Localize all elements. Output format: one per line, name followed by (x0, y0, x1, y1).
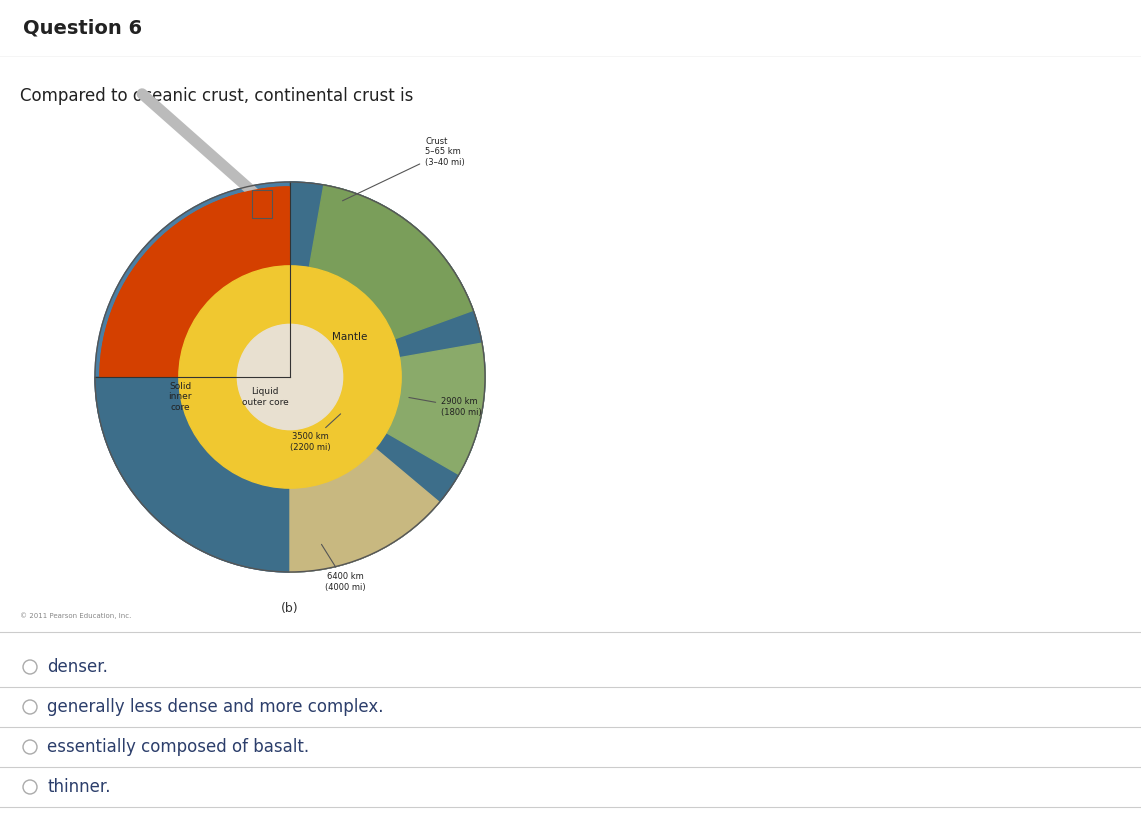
Text: thinner.: thinner. (47, 778, 111, 796)
Wedge shape (95, 182, 485, 572)
Text: 3500 km
(2200 mi): 3500 km (2200 mi) (290, 414, 341, 452)
Circle shape (179, 266, 402, 488)
Text: 2900 km
(1800 mi): 2900 km (1800 mi) (408, 397, 482, 417)
Text: Crust
5–65 km
(3–40 mi): Crust 5–65 km (3–40 mi) (342, 137, 464, 201)
Bar (252, 190, 272, 218)
Text: denser.: denser. (47, 658, 108, 676)
Text: © 2011 Pearson Education, Inc.: © 2011 Pearson Education, Inc. (21, 612, 131, 619)
Wedge shape (290, 377, 439, 572)
Text: Solid
inner
core: Solid inner core (168, 382, 192, 412)
Wedge shape (290, 344, 485, 475)
Text: 6400 km
(4000 mi): 6400 km (4000 mi) (322, 545, 365, 592)
Text: Compared to oceanic crust, continental crust is: Compared to oceanic crust, continental c… (21, 87, 413, 105)
Text: essentially composed of basalt.: essentially composed of basalt. (47, 738, 309, 756)
Circle shape (95, 182, 485, 572)
Text: (b): (b) (281, 602, 299, 615)
Text: Question 6: Question 6 (23, 19, 141, 38)
Wedge shape (100, 187, 290, 377)
Text: generally less dense and more complex.: generally less dense and more complex. (47, 698, 383, 716)
Circle shape (100, 187, 480, 567)
Text: Liquid
outer core: Liquid outer core (242, 387, 289, 407)
Circle shape (237, 324, 342, 430)
Text: Mantle: Mantle (332, 332, 367, 342)
Wedge shape (290, 185, 474, 377)
